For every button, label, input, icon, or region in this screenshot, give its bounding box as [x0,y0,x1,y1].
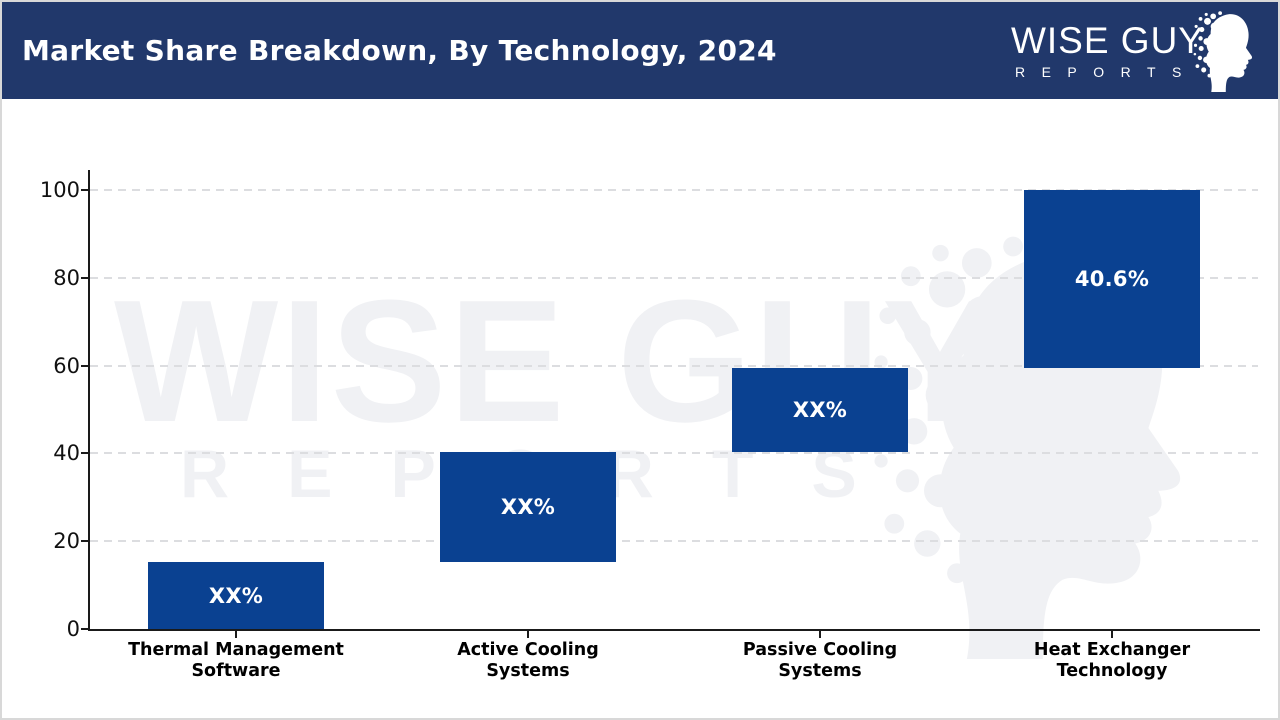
y-axis-tick-label: 40 [53,441,80,466]
gridline [90,364,1258,367]
logo-brand-text: WISE GUY [1010,19,1204,61]
x-axis-tick [235,631,237,638]
y-axis-tick [81,364,90,367]
x-axis-category-label: Passive Cooling Systems [674,640,966,683]
bar-value-label: XX% [208,583,264,608]
category-label-line: Systems [778,661,862,682]
category-label-line: Technology [1056,661,1168,682]
y-axis-tick [81,189,90,191]
bar-value-label: 40.6% [1074,267,1150,292]
y-axis-tick-label: 80 [53,265,80,290]
wiseguy-logo-text: WISE GUY REPORTS [1011,22,1204,80]
x-axis-category-label: Thermal Management Software [90,640,382,683]
y-axis-tick-label: 0 [66,617,80,641]
bar: 40.6% [1024,190,1200,369]
y-axis-tick-label: 100 [39,178,80,202]
y-axis-tick [81,276,90,279]
bar: XX% [440,452,616,563]
x-axis-line [88,629,1260,631]
gridline [90,452,1258,455]
y-axis-tick-label: 60 [53,353,80,378]
y-axis-line [88,170,90,631]
y-axis-tick-label: 20 [53,529,80,554]
x-axis-category-label: Active Cooling Systems [382,640,674,683]
category-label-line: Active Cooling [457,640,599,660]
x-axis-tick [527,631,529,638]
gridline [90,276,1258,279]
page-title: Market Share Breakdown, By Technology, 2… [22,34,777,67]
x-axis-tick [1111,631,1113,638]
x-axis-category-label: Heat Exchanger Technology [966,640,1258,683]
bar-value-label: XX% [500,495,556,520]
wiseguy-head-icon [1193,10,1253,92]
gridline [90,189,1258,191]
gridline [90,540,1258,543]
y-axis-tick [81,628,90,630]
category-label-line: Passive Cooling [742,640,898,660]
wiseguy-logo: WISE GUY REPORTS [1011,10,1254,92]
y-axis-tick [81,540,90,543]
bar: XX% [148,562,324,629]
x-axis-tick [819,631,821,638]
bar: XX% [732,368,908,453]
category-label-line: Software [191,661,281,682]
header: Market Share Breakdown, By Technology, 2… [2,2,1278,99]
category-label-line: Systems [486,661,570,682]
bar-value-label: XX% [792,398,848,423]
category-label-line: Heat Exchanger [1033,640,1191,660]
category-label-line: Thermal Management [128,640,344,660]
logo-subbrand-text: REPORTS [1014,63,1198,80]
y-axis-tick [81,452,90,455]
